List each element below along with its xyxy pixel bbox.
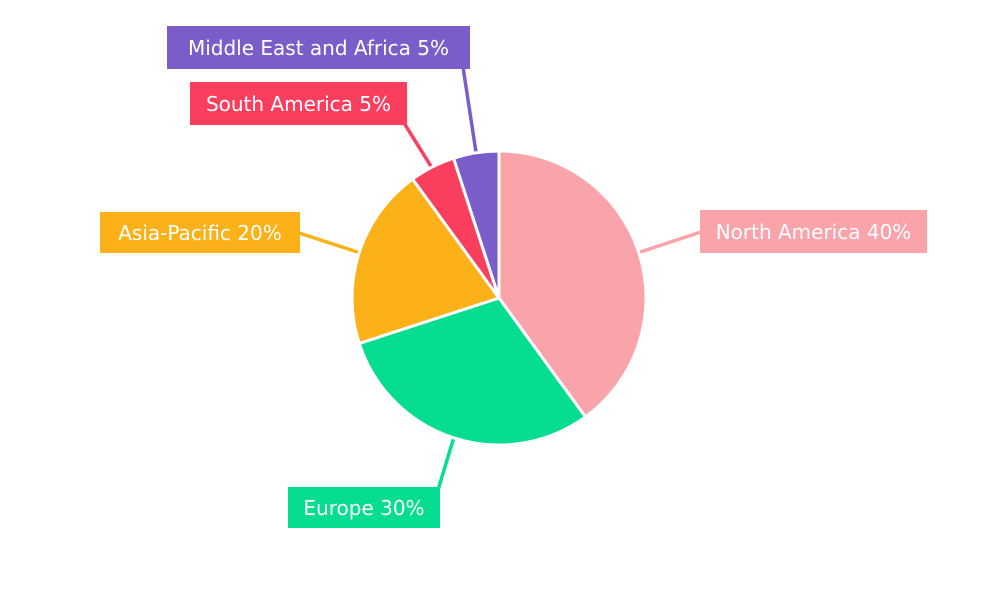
leader-line-middle-east-and-africa (461, 65, 480, 163)
pie-slice-europe (357, 296, 587, 447)
leader-line-asia-pacific (294, 230, 369, 257)
pie-slice-middle-east-and-africa (452, 149, 501, 300)
slice-label-asia-pacific: Asia-Pacific 20% (100, 212, 300, 253)
slice-label-europe: Europe 30% (288, 487, 440, 528)
pie-slice-north-america (497, 149, 648, 419)
pie-slice-asia-pacific (350, 177, 501, 345)
slice-label-south-america: South America 5% (190, 82, 407, 125)
leader-line-europe (436, 428, 458, 492)
leader-line-south-america (402, 121, 438, 176)
slice-label-middle-east-africa: Middle East and Africa 5% (167, 26, 470, 69)
slice-label-north-america: North America 40% (700, 210, 927, 253)
leader-line-north-america (629, 229, 706, 257)
